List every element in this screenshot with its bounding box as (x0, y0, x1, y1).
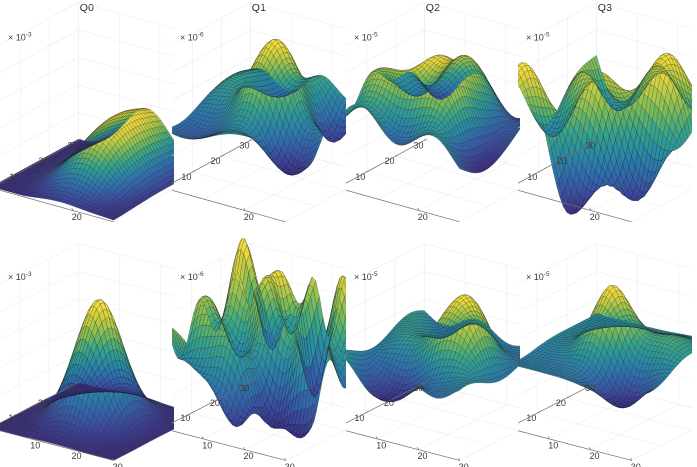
axis-exponent-label: × 10-6 (180, 271, 204, 282)
svg-text:30: 30 (239, 140, 249, 150)
surface-plot-panel-q3-top: Q310-1-23020100020× 10-5 (518, 0, 692, 233)
svg-text:20: 20 (38, 156, 48, 166)
surface-mesh (0, 299, 174, 461)
y-axis-ticks: 3020100 (180, 380, 253, 423)
surface-plot-panel-q1-top: Q1210-1-23020100020× 10-6 (172, 0, 346, 233)
svg-text:20: 20 (72, 212, 82, 222)
surface-plot-panel-q0-top: Q021.510.503020100020× 10-3 (0, 0, 174, 233)
surface-mesh (172, 38, 346, 176)
svg-text:10: 10 (527, 172, 537, 182)
surface-plot-svg: 21.510.503020100020× 10-3 (0, 1, 174, 223)
axis-exponent-label: × 10-5 (354, 271, 378, 282)
axes-lines (172, 140, 286, 223)
surface-mesh (172, 237, 346, 439)
surface-mesh (518, 52, 692, 215)
axis-exponent-label: × 10-5 (526, 271, 550, 282)
svg-text:20: 20 (210, 156, 220, 166)
surface-plot-panel-q0-bottom: 654321030201000102030× 10-3 (0, 234, 174, 467)
surface-plot-svg: 654321030201000102030× 10-3 (0, 243, 174, 467)
y-axis-ticks: 3020100 (355, 138, 428, 182)
surface-plot-svg: 420-2-4-630201000102030× 10-6 (172, 237, 346, 467)
svg-text:20: 20 (384, 156, 394, 166)
axis-exponent-label: × 10-3 (8, 32, 32, 43)
surface-mesh (346, 294, 520, 403)
axes-lines (346, 140, 460, 223)
svg-text:10: 10 (355, 172, 365, 182)
x-axis-ticks: 020 (243, 207, 254, 222)
axes-lines (518, 382, 632, 461)
svg-text:30: 30 (67, 140, 77, 150)
x-axis-ticks: 020 (417, 207, 428, 222)
surface-mesh (518, 285, 692, 409)
svg-text:20: 20 (556, 156, 566, 166)
svg-text:10: 10 (9, 172, 19, 182)
axis-exponent-label: × 10-3 (8, 271, 32, 282)
surface-plot-panel-q2-bottom: 420-2-430201000102030× 10-5 (346, 234, 520, 467)
y-axis-ticks: 3020100 (8, 380, 81, 423)
surface-plot-svg: 210-1-23020100020× 10-5 (346, 1, 520, 223)
svg-text:20: 20 (418, 212, 428, 222)
y-axis-ticks: 3020100 (181, 138, 254, 182)
svg-text:10: 10 (181, 172, 191, 182)
surface-plot-panel-q2-top: Q2210-1-23020100020× 10-5 (346, 0, 520, 233)
axes-lines (518, 140, 632, 223)
x-axis-ticks: 020 (71, 207, 82, 222)
axes-lines (0, 140, 114, 223)
axis-exponent-label: × 10-5 (354, 32, 378, 43)
axis-exponent-label: × 10-5 (526, 32, 550, 43)
axes-lines (346, 382, 460, 461)
x-axis-ticks: 020 (589, 207, 600, 222)
y-axis-ticks: 3020100 (354, 380, 427, 423)
svg-text:20: 20 (590, 212, 600, 222)
surface-plot-svg: 420-2-430201000102030× 10-5 (346, 243, 520, 467)
surface-plot-svg: 210-1-23020100020× 10-6 (172, 1, 346, 223)
panel-title: Q2 (425, 2, 441, 14)
panel-title: Q3 (597, 2, 613, 14)
surface-mesh (346, 54, 520, 174)
panel-title: Q0 (79, 2, 95, 14)
axis-exponent-label: × 10-6 (180, 32, 204, 43)
y-axis-ticks: 3020100 (526, 380, 599, 423)
surface-plot-svg: 420-2-430201000102030× 10-5 (518, 243, 692, 467)
axes-lines (0, 382, 114, 461)
surface-plot-panel-q3-bottom: 420-2-430201000102030× 10-5 (518, 234, 692, 467)
y-axis-ticks: 3020100 (9, 138, 82, 182)
y-axis-ticks: 3020100 (527, 138, 600, 182)
axes-lines (172, 382, 286, 461)
surface-plot-panel-q1-bottom: 420-2-4-630201000102030× 10-6 (172, 234, 346, 467)
surface-mesh (0, 108, 174, 221)
svg-text:30: 30 (585, 140, 595, 150)
svg-text:30: 30 (413, 140, 423, 150)
svg-text:20: 20 (244, 212, 254, 222)
panel-title: Q1 (251, 2, 267, 14)
surface-plot-svg: 10-1-23020100020× 10-5 (518, 1, 692, 223)
